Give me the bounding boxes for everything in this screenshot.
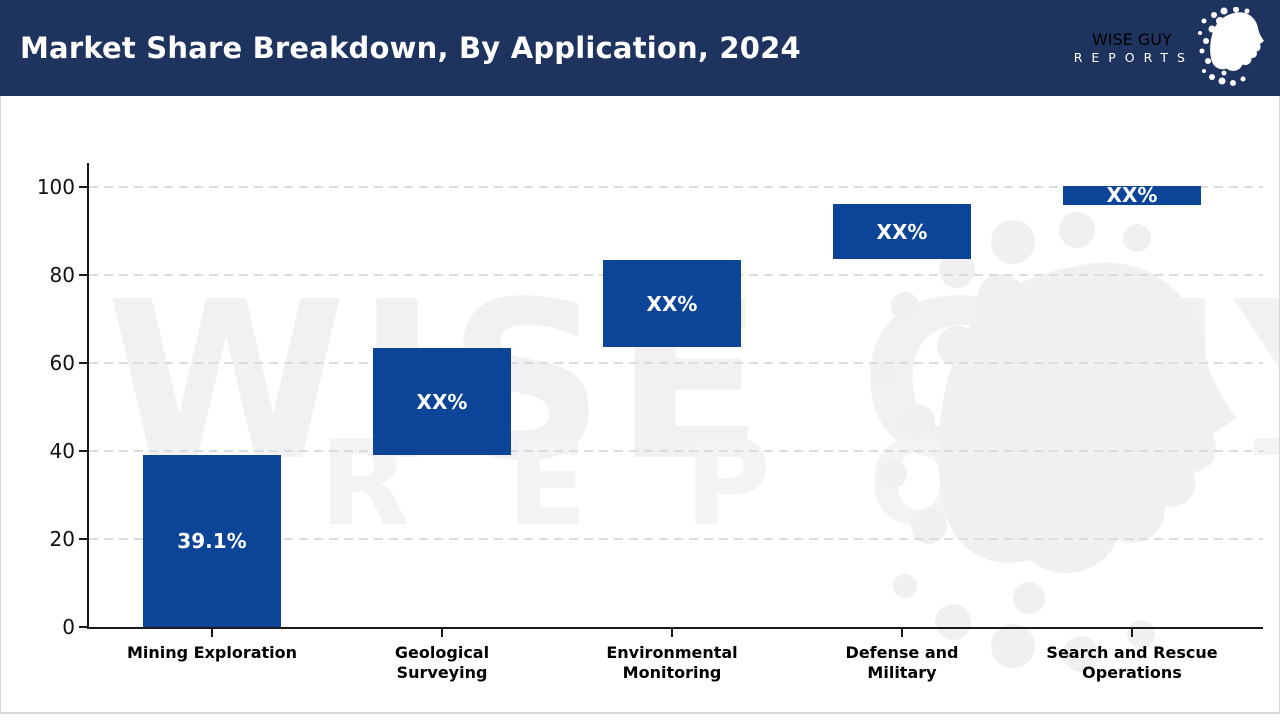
y-tick-label: 80 (49, 263, 75, 287)
gridline-60 (89, 362, 1263, 364)
bar-value-label: 39.1% (177, 528, 247, 553)
x-tickmark (671, 629, 673, 637)
plot-area: 39.1% XX% XX% XX% XX% 0 20 40 60 80 100 Mining Expl… (1, 96, 1279, 712)
bar-segment (1063, 185, 1201, 206)
y-tickmark (79, 450, 87, 452)
x-tick-label: Defense and Military (845, 643, 959, 682)
y-tickmark (79, 274, 87, 276)
y-axis (87, 163, 89, 629)
y-tick-label: 40 (49, 439, 75, 463)
x-tickmark (1131, 629, 1133, 637)
y-tick-label: 100 (36, 175, 75, 199)
bar-value-label: XX% (1106, 183, 1158, 208)
x-tickmark (901, 629, 903, 637)
x-tick-label: Search and Rescue Operations (1046, 643, 1218, 682)
bar-value-label: XX% (416, 389, 468, 414)
y-tickmark (79, 538, 87, 540)
y-tick-label: 60 (49, 351, 75, 375)
bar-segment (373, 348, 511, 455)
x-tick-label: Environmental Monitoring (606, 643, 738, 682)
header-bar: Market Share Breakdown, By Application, … (0, 0, 1280, 96)
gridline-20 (89, 538, 1263, 540)
chart-figure: WISE GUY R E P O R T S 39.1%XX%XX%XX%XX%… (0, 96, 1280, 714)
logo-wordmark: WISE GUY REPORTS (1070, 29, 1194, 65)
gridline-100 (89, 186, 1263, 188)
y-tickmark (79, 186, 87, 188)
y-tickmark (79, 626, 87, 628)
logo-head-icon (1198, 7, 1264, 86)
bar-value-label: XX% (876, 219, 928, 244)
bar-segment (603, 260, 741, 348)
y-tick-label: 0 (62, 615, 75, 639)
bar-segment (143, 454, 281, 627)
y-tickmark (79, 362, 87, 364)
bar-segment (833, 204, 971, 260)
logo-wordmark-top: WISE GUY (1091, 29, 1172, 49)
x-tick-label: Geological Surveying (394, 643, 490, 682)
x-tickmark (211, 629, 213, 637)
x-tickmark (441, 629, 443, 637)
bar-value-label: XX% (646, 291, 698, 316)
logo-wordmark-bottom: REPORTS (1073, 49, 1194, 65)
x-axis (87, 627, 1263, 629)
page-title: Market Share Breakdown, By Application, … (20, 31, 801, 65)
wiseguy-logo: WISE GUY REPORTS (1070, 7, 1280, 89)
y-tick-label: 20 (49, 527, 75, 551)
x-tick-label: Mining Exploration (126, 643, 298, 662)
gridline-40 (89, 450, 1263, 452)
